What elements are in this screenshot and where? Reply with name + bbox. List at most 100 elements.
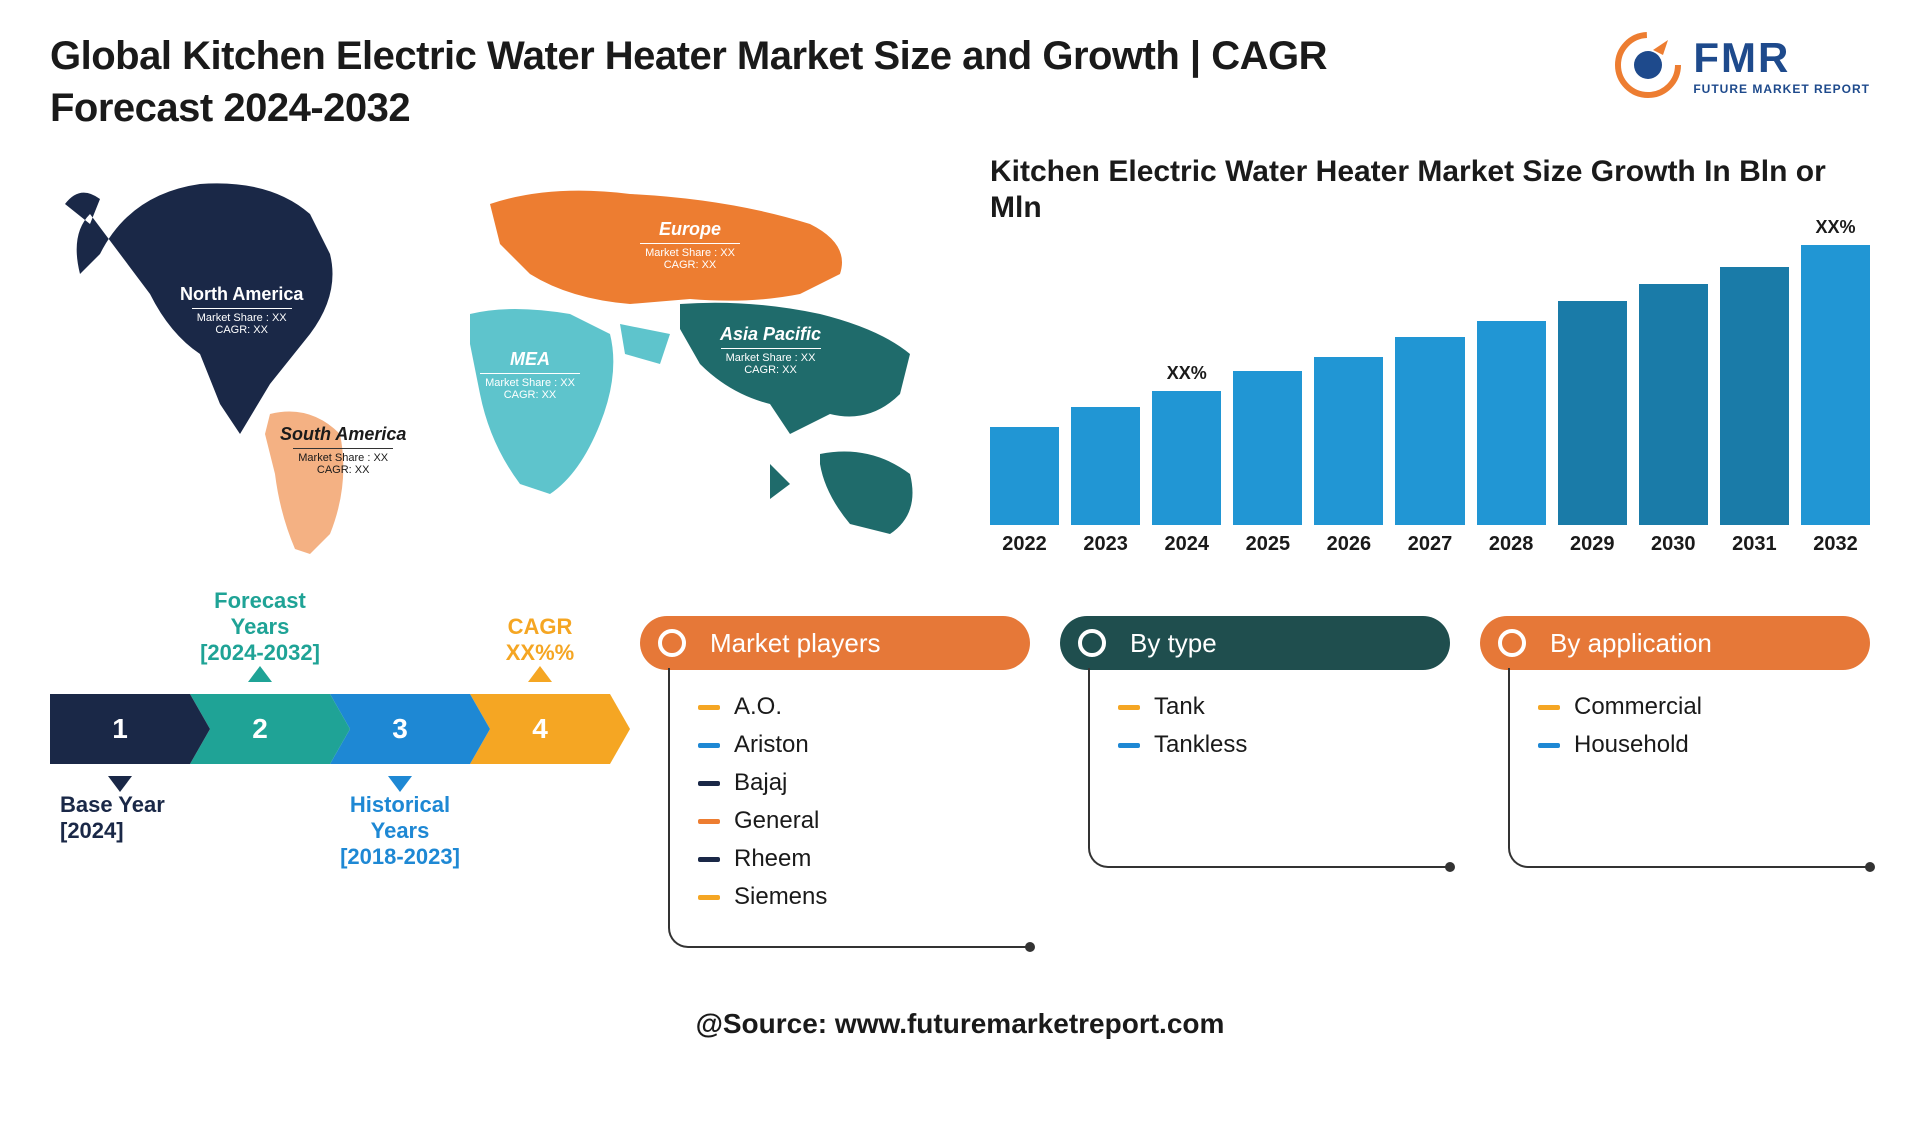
list-item: Rheem (698, 845, 1030, 873)
bar-year-label: 2030 (1651, 533, 1696, 556)
header: Global Kitchen Electric Water Heater Mar… (50, 30, 1870, 134)
bar (1477, 321, 1546, 525)
list-market-players: A.O. Ariston Bajaj General Rheem Siemens (668, 668, 1030, 948)
bar-year-label: 2027 (1408, 533, 1453, 556)
bottom-section: Forecast Years [2024-2032] CAGR XX%% 123… (50, 616, 1870, 948)
bar (1071, 407, 1140, 525)
pill-market-players: Market players (640, 616, 1030, 670)
chevron-step: 4 (470, 694, 610, 764)
list-item-text: Siemens (734, 883, 827, 911)
label-europe: Europe Market Share : XXCAGR: XX (640, 219, 740, 273)
swatch-icon (698, 857, 720, 862)
list-item-text: Tankless (1154, 731, 1247, 759)
page-title: Global Kitchen Electric Water Heater Mar… (50, 30, 1450, 134)
list-item: Tankless (1118, 731, 1450, 759)
list-item: General (698, 807, 1030, 835)
list-item: A.O. (698, 693, 1030, 721)
chevron-step: 3 (330, 694, 470, 764)
label-mea: MEA Market Share : XXCAGR: XX (480, 349, 580, 403)
bar-group: 2023 (1071, 407, 1140, 556)
bar-group: 2026 (1314, 357, 1383, 556)
list-item-text: Rheem (734, 845, 811, 873)
bar-year-label: 2028 (1489, 533, 1534, 556)
label-asia-pacific: Asia Pacific Market Share : XXCAGR: XX (720, 324, 821, 378)
column-by-type: By type Tank Tankless (1060, 616, 1450, 868)
list-item: Siemens (698, 883, 1030, 911)
bar-group: 2028 (1477, 321, 1546, 556)
list-item-text: General (734, 807, 819, 835)
world-map: North America Market Share : XXCAGR: XX … (50, 154, 950, 554)
logo-text-main: FMR (1693, 34, 1870, 82)
bar: XX% (1801, 245, 1870, 525)
list-item: Commercial (1538, 693, 1870, 721)
swatch-icon (698, 819, 720, 824)
pill-by-application: By application (1480, 616, 1870, 670)
source-text: @Source: www.futuremarketreport.com (50, 1008, 1870, 1040)
swatch-icon (698, 781, 720, 786)
list-item: Bajaj (698, 769, 1030, 797)
bar-group: 2030 (1639, 284, 1708, 556)
swatch-icon (1538, 743, 1560, 748)
logo: FMR FUTURE MARKET REPORT (1613, 30, 1870, 100)
arrow-down-icon (388, 776, 412, 792)
bar-year-label: 2031 (1732, 533, 1777, 556)
bar: XX% (1152, 391, 1221, 525)
swatch-icon (698, 895, 720, 900)
bar (1233, 371, 1302, 525)
list-item-text: A.O. (734, 693, 782, 721)
swatch-icon (698, 705, 720, 710)
timeline: Forecast Years [2024-2032] CAGR XX%% 123… (50, 616, 610, 896)
bar-year-label: 2022 (1002, 533, 1047, 556)
bars-container: 20222023XX%20242025202620272028202920302… (990, 246, 1870, 556)
top-section: North America Market Share : XXCAGR: XX … (50, 154, 1870, 556)
list-item-text: Commercial (1574, 693, 1702, 721)
swatch-icon (1118, 743, 1140, 748)
chart-title: Kitchen Electric Water Heater Market Siz… (990, 154, 1870, 226)
arrow-up-icon (528, 666, 552, 682)
bar-group: XX% 2032 (1801, 245, 1870, 556)
bar-annotation: XX% (1815, 217, 1855, 238)
timeline-label-forecast: Forecast Years [2024-2032] (190, 588, 330, 686)
list-item-text: Ariston (734, 731, 809, 759)
swatch-icon (1118, 705, 1140, 710)
bar-group: 2031 (1720, 267, 1789, 556)
list-by-type: Tank Tankless (1088, 668, 1450, 868)
list-item: Tank (1118, 693, 1450, 721)
bar-year-label: 2025 (1246, 533, 1291, 556)
arrow-up-icon (248, 666, 272, 682)
list-item: Household (1538, 731, 1870, 759)
logo-icon (1613, 30, 1683, 100)
bar (1720, 267, 1789, 525)
list-item: Ariston (698, 731, 1030, 759)
bar-group: XX% 2024 (1152, 391, 1221, 556)
list-item-text: Tank (1154, 693, 1205, 721)
column-by-application: By application Commercial Household (1480, 616, 1870, 868)
bar-group: 2027 (1395, 337, 1464, 556)
list-item-text: Household (1574, 731, 1689, 759)
chevron-step: 1 (50, 694, 190, 764)
timeline-label-base: Base Year [2024] (50, 772, 190, 870)
bar-annotation: XX% (1167, 363, 1207, 384)
swatch-icon (1538, 705, 1560, 710)
label-south-america: South America Market Share : XXCAGR: XX (280, 424, 406, 478)
timeline-label-cagr: CAGR XX%% (470, 614, 610, 686)
bar (990, 427, 1059, 525)
bar-group: 2025 (1233, 371, 1302, 556)
arrow-down-icon (108, 776, 132, 792)
bar-group: 2022 (990, 427, 1059, 556)
bar-year-label: 2024 (1164, 533, 1209, 556)
bar-year-label: 2029 (1570, 533, 1615, 556)
pill-by-type: By type (1060, 616, 1450, 670)
swatch-icon (698, 743, 720, 748)
chevron-step: 2 (190, 694, 330, 764)
bar-chart: Kitchen Electric Water Heater Market Siz… (990, 154, 1870, 556)
label-north-america: North America Market Share : XXCAGR: XX (180, 284, 303, 338)
logo-text-sub: FUTURE MARKET REPORT (1693, 82, 1870, 96)
bar-year-label: 2032 (1813, 533, 1858, 556)
bar (1639, 284, 1708, 525)
chevron-row: 1234 (50, 694, 610, 764)
bar (1314, 357, 1383, 525)
bar-year-label: 2026 (1327, 533, 1372, 556)
bar (1558, 301, 1627, 525)
bar (1395, 337, 1464, 525)
